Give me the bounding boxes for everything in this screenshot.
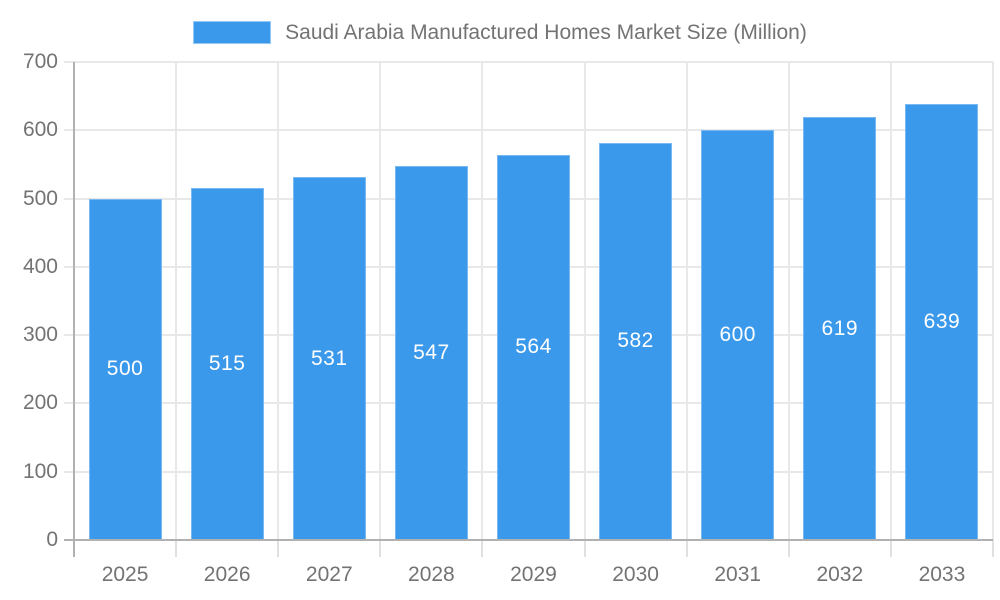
y-axis-tick [64,61,74,63]
bar[interactable]: 619 [803,117,877,540]
bar[interactable]: 515 [190,188,264,540]
bar[interactable]: 500 [88,198,162,540]
y-axis-tick [64,402,74,405]
gridline-vertical [787,62,790,540]
y-axis-tick [64,197,74,200]
y-axis-tick-label: 0 [46,528,58,551]
x-axis-tick [277,540,280,557]
y-axis-tick-label: 500 [22,186,58,210]
x-axis-tick-label: 2028 [408,563,455,586]
y-axis-tick [64,470,74,473]
gridline-vertical [889,62,892,540]
y-axis-line [73,62,75,557]
bar[interactable]: 639 [905,103,979,540]
x-axis-tick-label: 2030 [612,563,659,586]
bar-value-label: 547 [413,341,450,365]
x-axis-tick [481,540,484,557]
bar-value-label: 531 [310,346,348,370]
gridline-vertical [379,62,382,540]
gridline-horizontal [74,129,993,132]
bar[interactable]: 600 [701,130,775,540]
x-axis-tick [787,540,790,557]
x-axis-tick [175,540,178,557]
y-axis-tick-label: 100 [22,459,58,483]
x-axis-tick [685,540,688,557]
y-axis-tick-label: 200 [22,391,58,415]
bar[interactable]: 564 [497,154,570,540]
y-axis-tick-label: 300 [22,323,58,347]
x-axis-line [64,539,993,541]
y-axis-tick-label: 700 [22,50,58,73]
bar[interactable]: 547 [394,166,468,540]
x-axis-tick [992,540,994,557]
x-axis-tick-label: 2031 [714,563,762,586]
bar-value-label: 515 [208,352,246,376]
bar-value-label: 564 [515,335,552,359]
y-axis-tick [64,129,74,132]
x-axis-tick [889,540,892,557]
gridline-horizontal [74,61,993,63]
y-axis-tick [64,334,74,337]
gridline-vertical [685,62,688,540]
bar-value-label: 582 [617,329,654,353]
x-axis-tick [379,540,382,557]
chart-legend[interactable]: Saudi Arabia Manufactured Homes Market S… [0,21,1000,44]
x-axis-tick-label: 2029 [510,563,557,586]
gridline-vertical [992,62,994,540]
gridline-vertical [583,62,586,540]
x-axis-tick-label: 2033 [918,563,966,586]
x-axis-tick-label: 2027 [305,563,353,586]
y-axis-tick-label: 600 [22,118,58,142]
bar-value-label: 619 [821,316,859,340]
bar-value-label: 600 [719,323,756,347]
bar[interactable]: 531 [292,177,366,540]
bar[interactable]: 582 [599,142,673,540]
y-axis-tick-label: 400 [22,254,58,278]
y-axis-tick [64,265,74,268]
gridline-vertical [175,62,178,540]
x-axis-tick [583,540,586,557]
legend-swatch[interactable] [193,21,272,44]
x-axis-tick-label: 2025 [101,563,149,586]
bar-value-label: 639 [923,309,961,333]
gridline-vertical [481,62,484,540]
x-axis-tick-label: 2026 [203,563,251,586]
bar-value-label: 500 [106,357,144,381]
gridline-vertical [277,62,280,540]
legend-label[interactable]: Saudi Arabia Manufactured Homes Market S… [285,21,807,44]
x-axis-tick-label: 2032 [816,563,864,586]
